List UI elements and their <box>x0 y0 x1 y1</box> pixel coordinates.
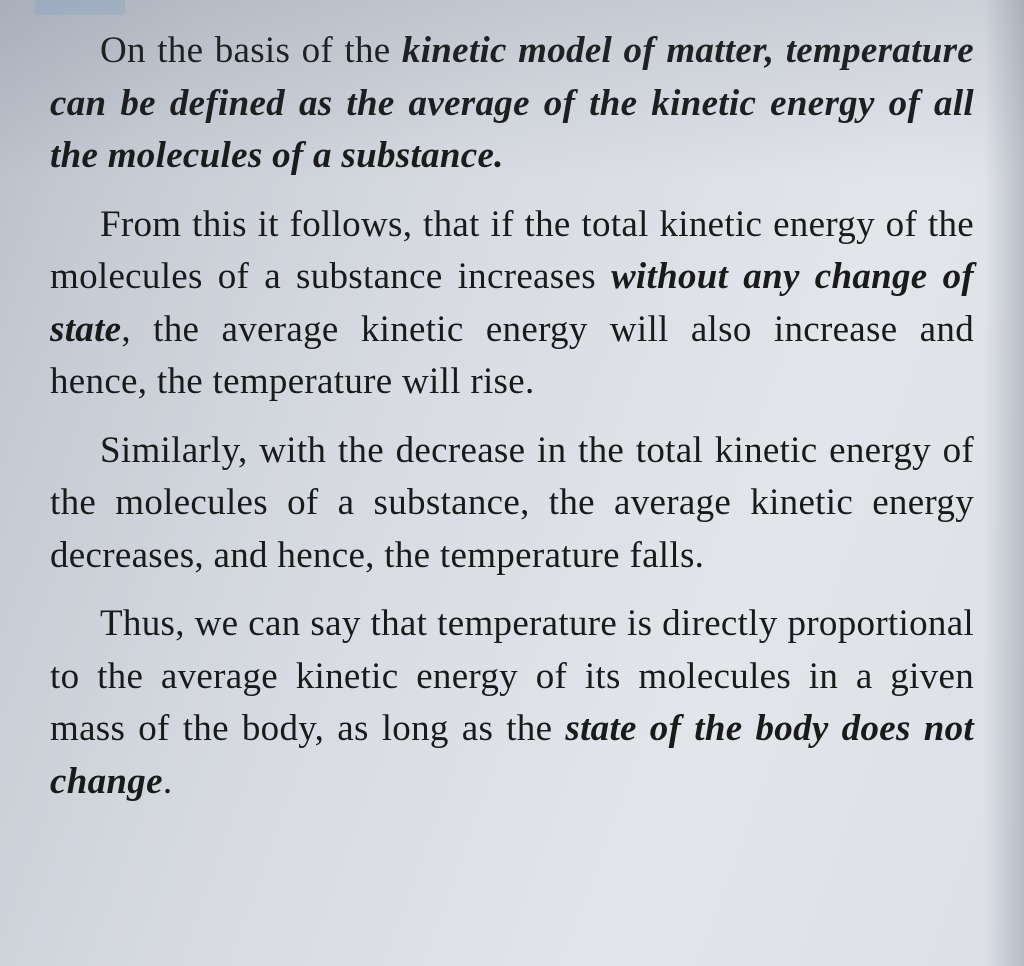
page-content: On the basis of the kinetic model of mat… <box>0 0 1024 838</box>
p4-run-3: . <box>163 761 173 802</box>
paragraph-2: From this it follows, that if the total … <box>50 199 974 409</box>
p3-run-1: Similarly, with the decrease in the tota… <box>50 430 974 576</box>
p2-run-3: , the average kinetic energy will also i… <box>50 309 974 403</box>
paragraph-1: On the basis of the kinetic model of mat… <box>50 25 974 183</box>
paragraph-3: Similarly, with the decrease in the tota… <box>50 425 974 583</box>
page-tab-notch <box>35 0 125 15</box>
p1-run-1: On the basis of the <box>100 30 402 71</box>
paragraph-4: Thus, we can say that temperature is dir… <box>50 598 974 808</box>
